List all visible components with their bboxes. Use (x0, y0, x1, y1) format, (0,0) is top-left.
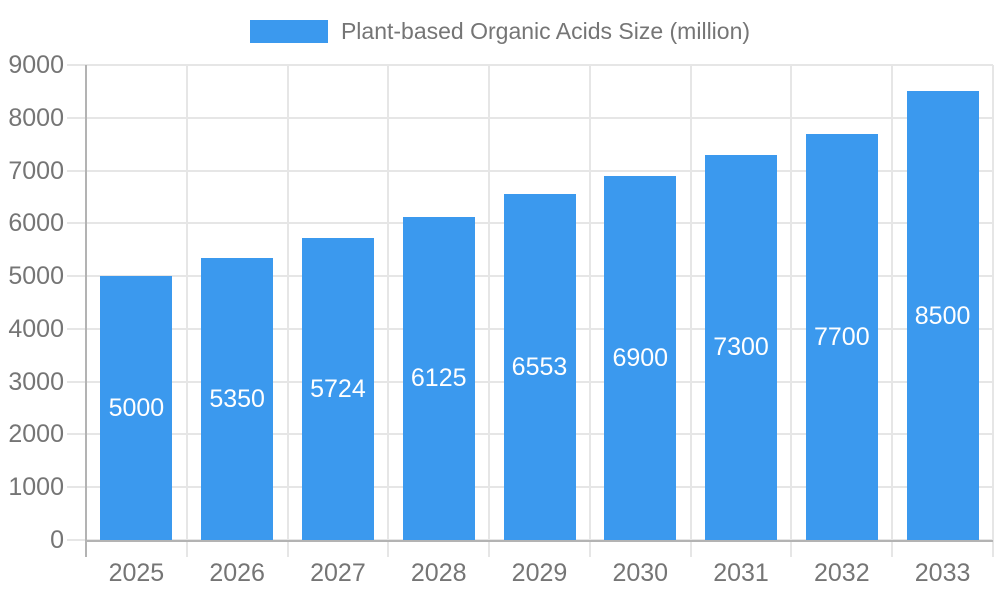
x-tick-label: 2027 (310, 559, 366, 587)
bar[interactable] (201, 257, 274, 540)
bar[interactable] (503, 194, 576, 540)
x-gridline (387, 65, 390, 557)
y-gridline (67, 64, 993, 66)
bar-value-label: 6900 (612, 343, 669, 372)
bar-value-label: 8500 (914, 301, 971, 330)
y-tick-label: 8000 (8, 103, 64, 132)
bar-value-label: 5350 (209, 384, 265, 413)
bar[interactable] (100, 276, 173, 540)
x-gridline (185, 65, 188, 557)
x-gridline (891, 65, 894, 557)
bar-value-label: 7300 (713, 333, 769, 362)
y-axis-line (85, 65, 87, 557)
x-gridline (689, 65, 692, 557)
y-tick-label: 6000 (8, 209, 64, 238)
y-tick-label: 9000 (8, 51, 64, 79)
bar-value-label: 7700 (814, 322, 870, 351)
bar-value-label: 6553 (511, 353, 568, 382)
x-tick-label: 2028 (410, 559, 467, 587)
x-tick-label: 2032 (814, 559, 870, 587)
x-tick-label: 2030 (612, 559, 669, 587)
bar[interactable] (402, 216, 475, 540)
x-gridline (992, 65, 994, 557)
x-gridline (488, 65, 491, 557)
y-tick-label: 0 (50, 526, 64, 554)
x-tick-label: 2033 (914, 559, 971, 587)
legend-item[interactable]: Plant-based Organic Acids Size (million) (249, 18, 751, 45)
legend: Plant-based Organic Acids Size (million) (0, 18, 1000, 45)
bar[interactable] (705, 154, 778, 540)
y-tick-label: 4000 (8, 314, 64, 343)
y-gridline (67, 169, 993, 172)
bar-value-label: 6125 (410, 364, 467, 393)
bar[interactable] (906, 91, 979, 540)
legend-label: Plant-based Organic Acids Size (million) (340, 18, 751, 44)
y-tick-label: 5000 (8, 262, 64, 291)
bar-value-label: 5000 (108, 394, 165, 423)
x-tick-label: 2031 (713, 559, 769, 587)
y-gridline (67, 116, 993, 119)
y-tick-label: 3000 (8, 367, 64, 396)
bar[interactable] (301, 237, 374, 540)
x-gridline (588, 65, 591, 557)
y-tick-label: 7000 (8, 156, 64, 185)
x-tick-label: 2029 (511, 559, 568, 587)
bar[interactable] (805, 133, 878, 540)
x-axis-line (85, 540, 993, 542)
bar-value-label: 5724 (310, 374, 366, 403)
y-tick-label: 1000 (8, 473, 64, 502)
x-tick-label: 2026 (209, 559, 265, 587)
x-tick-label: 2025 (108, 559, 165, 587)
y-tick-label: 2000 (8, 420, 64, 449)
x-gridline (790, 65, 793, 557)
x-gridline (286, 65, 289, 557)
bar[interactable] (604, 175, 677, 540)
legend-swatch (249, 20, 328, 43)
